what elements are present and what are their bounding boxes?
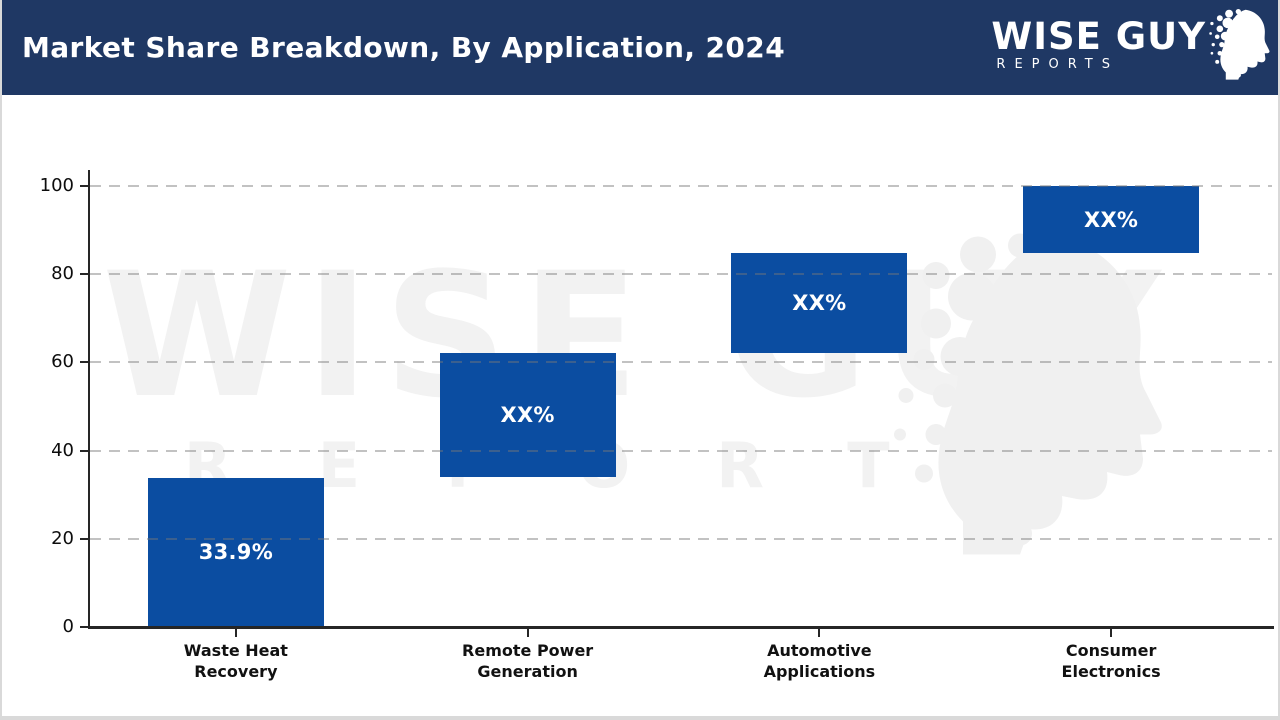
bar-value-label: XX% xyxy=(1083,207,1139,232)
category-label-1: Waste Heat Recovery xyxy=(116,641,356,683)
y-axis-tick-80 xyxy=(80,273,88,276)
y-axis-tick-label: 40 xyxy=(51,439,74,461)
chart-area: WISE GUY REPORTS 0 20 40 60 80 100 33.9% Waste … xyxy=(2,95,1278,716)
logo-wiseguy-text: WISE GUY xyxy=(991,14,1206,58)
bar-value-label: XX% xyxy=(792,291,847,316)
x-axis-tick-4 xyxy=(1110,629,1113,637)
logo-wordmark: WISE GUY REPORTS xyxy=(991,14,1206,73)
bar-value-label: XX% xyxy=(500,403,555,428)
category-label-line: Generation xyxy=(477,661,578,681)
page-title: Market Share Breakdown, By Application, … xyxy=(22,31,786,64)
x-axis-tick-2 xyxy=(526,629,529,637)
plot: 0 20 40 60 80 100 33.9% Waste Heat Recovery XX% Re… xyxy=(2,95,1278,716)
gridline-80 xyxy=(90,273,1272,276)
gridline-20 xyxy=(90,537,1272,540)
category-label-line: Electronics xyxy=(1061,661,1161,681)
y-axis-tick-label: 60 xyxy=(51,351,74,373)
bar-value-label: 33.9% xyxy=(198,540,274,565)
gridline-40 xyxy=(90,449,1272,452)
gridline-100 xyxy=(90,185,1272,187)
category-label-line: Automotive xyxy=(767,641,872,660)
category-label-2: Remote Power Generation xyxy=(408,641,648,683)
y-axis-tick-label: 80 xyxy=(51,263,74,285)
category-label-3: Automotive Applications xyxy=(699,641,939,683)
category-label-line: Waste Heat xyxy=(183,641,288,660)
y-axis-tick-label: 20 xyxy=(51,527,74,549)
y-axis-tick-label: 100 xyxy=(39,175,74,196)
wiseguy-logo: WISE GUY REPORTS xyxy=(991,6,1270,84)
bar-segment-3: XX% xyxy=(731,253,908,353)
bar-segment-4: XX% xyxy=(1023,186,1200,254)
x-axis-tick-3 xyxy=(818,629,821,637)
y-axis-tick-40 xyxy=(80,449,88,452)
header-bar: Market Share Breakdown, By Application, … xyxy=(2,0,1278,95)
logo-reports-text: REPORTS xyxy=(996,57,1120,73)
category-label-line: Recovery xyxy=(194,661,278,681)
wiseguy-head-icon xyxy=(1209,9,1270,80)
x-axis-tick-1 xyxy=(234,629,237,637)
gridline-60 xyxy=(90,361,1272,364)
y-axis-tick-20 xyxy=(80,537,88,540)
y-axis-tick-100 xyxy=(80,185,88,187)
bar-segment-1: 33.9% xyxy=(147,477,324,627)
x-axis-line xyxy=(88,626,1274,629)
y-axis-tick-0 xyxy=(80,626,88,628)
category-label-line: Remote Power xyxy=(462,641,594,660)
category-label-4: Consumer Electronics xyxy=(991,641,1231,683)
category-label-line: Consumer xyxy=(1065,641,1157,660)
y-axis-tick-60 xyxy=(80,361,88,364)
y-axis-spine xyxy=(88,170,90,629)
category-label-line: Applications xyxy=(763,661,876,681)
bar-segment-2: XX% xyxy=(439,352,616,478)
y-axis-tick-label: 0 xyxy=(62,616,74,637)
